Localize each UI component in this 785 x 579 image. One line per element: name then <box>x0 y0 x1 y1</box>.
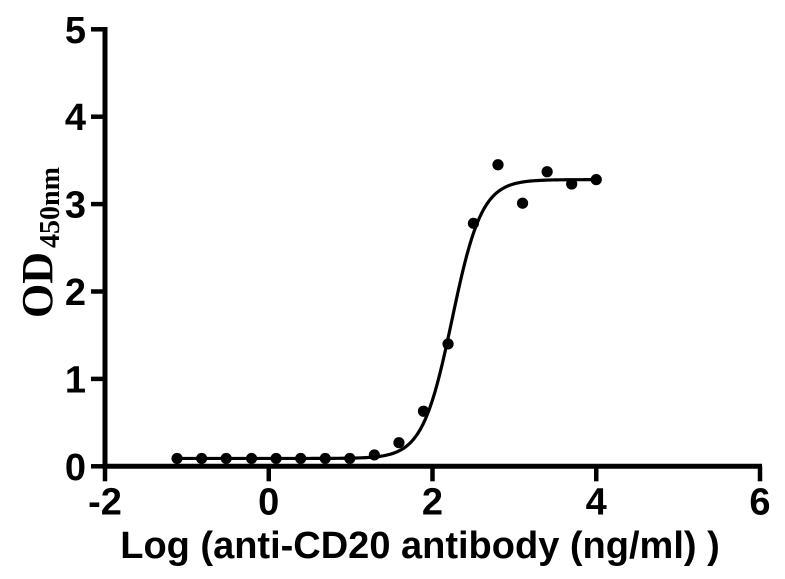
data-point <box>590 174 602 186</box>
data-point <box>344 452 356 465</box>
x-tick-label: 2 <box>422 481 443 523</box>
data-point <box>319 452 331 465</box>
data-point <box>196 452 208 465</box>
data-point <box>566 178 578 190</box>
data-point <box>467 217 480 229</box>
x-tick-label: 4 <box>586 481 607 523</box>
y-tick-label: 1 <box>65 359 86 401</box>
data-point <box>368 449 380 461</box>
fit-curve <box>175 178 597 461</box>
y-tick-label: 3 <box>65 185 86 227</box>
y-tick-label: 0 <box>65 447 86 489</box>
y-axis-ticks: 0 1 2 3 4 5 <box>65 10 105 489</box>
data-point <box>245 452 258 465</box>
x-tick-label: 6 <box>749 481 770 523</box>
data-point <box>220 452 232 465</box>
data-points <box>171 159 602 465</box>
data-point <box>393 437 405 449</box>
x-axis-ticks: -2 0 2 4 6 <box>88 466 771 523</box>
y-axis-title-main: OD <box>13 252 62 318</box>
data-point <box>516 197 529 209</box>
y-tick-label: 4 <box>65 97 86 139</box>
x-tick-label: 0 <box>258 481 279 523</box>
svg-text:OD 450nm: OD 450nm <box>13 167 66 318</box>
data-point <box>442 338 454 350</box>
y-tick-label: 2 <box>65 272 86 314</box>
data-point <box>417 405 430 417</box>
y-axis-title-subscript: 450nm <box>35 167 66 248</box>
x-tick-label: -2 <box>88 481 122 523</box>
data-point <box>541 166 553 178</box>
data-point <box>270 452 282 465</box>
y-axis-title: OD 450nm <box>13 167 66 318</box>
x-axis-title: Log (anti-CD20 antibody (ng/ml) ) <box>120 525 720 567</box>
data-point <box>171 452 183 465</box>
data-point <box>492 159 504 171</box>
data-point <box>295 452 307 465</box>
y-tick-label: 5 <box>65 10 86 52</box>
